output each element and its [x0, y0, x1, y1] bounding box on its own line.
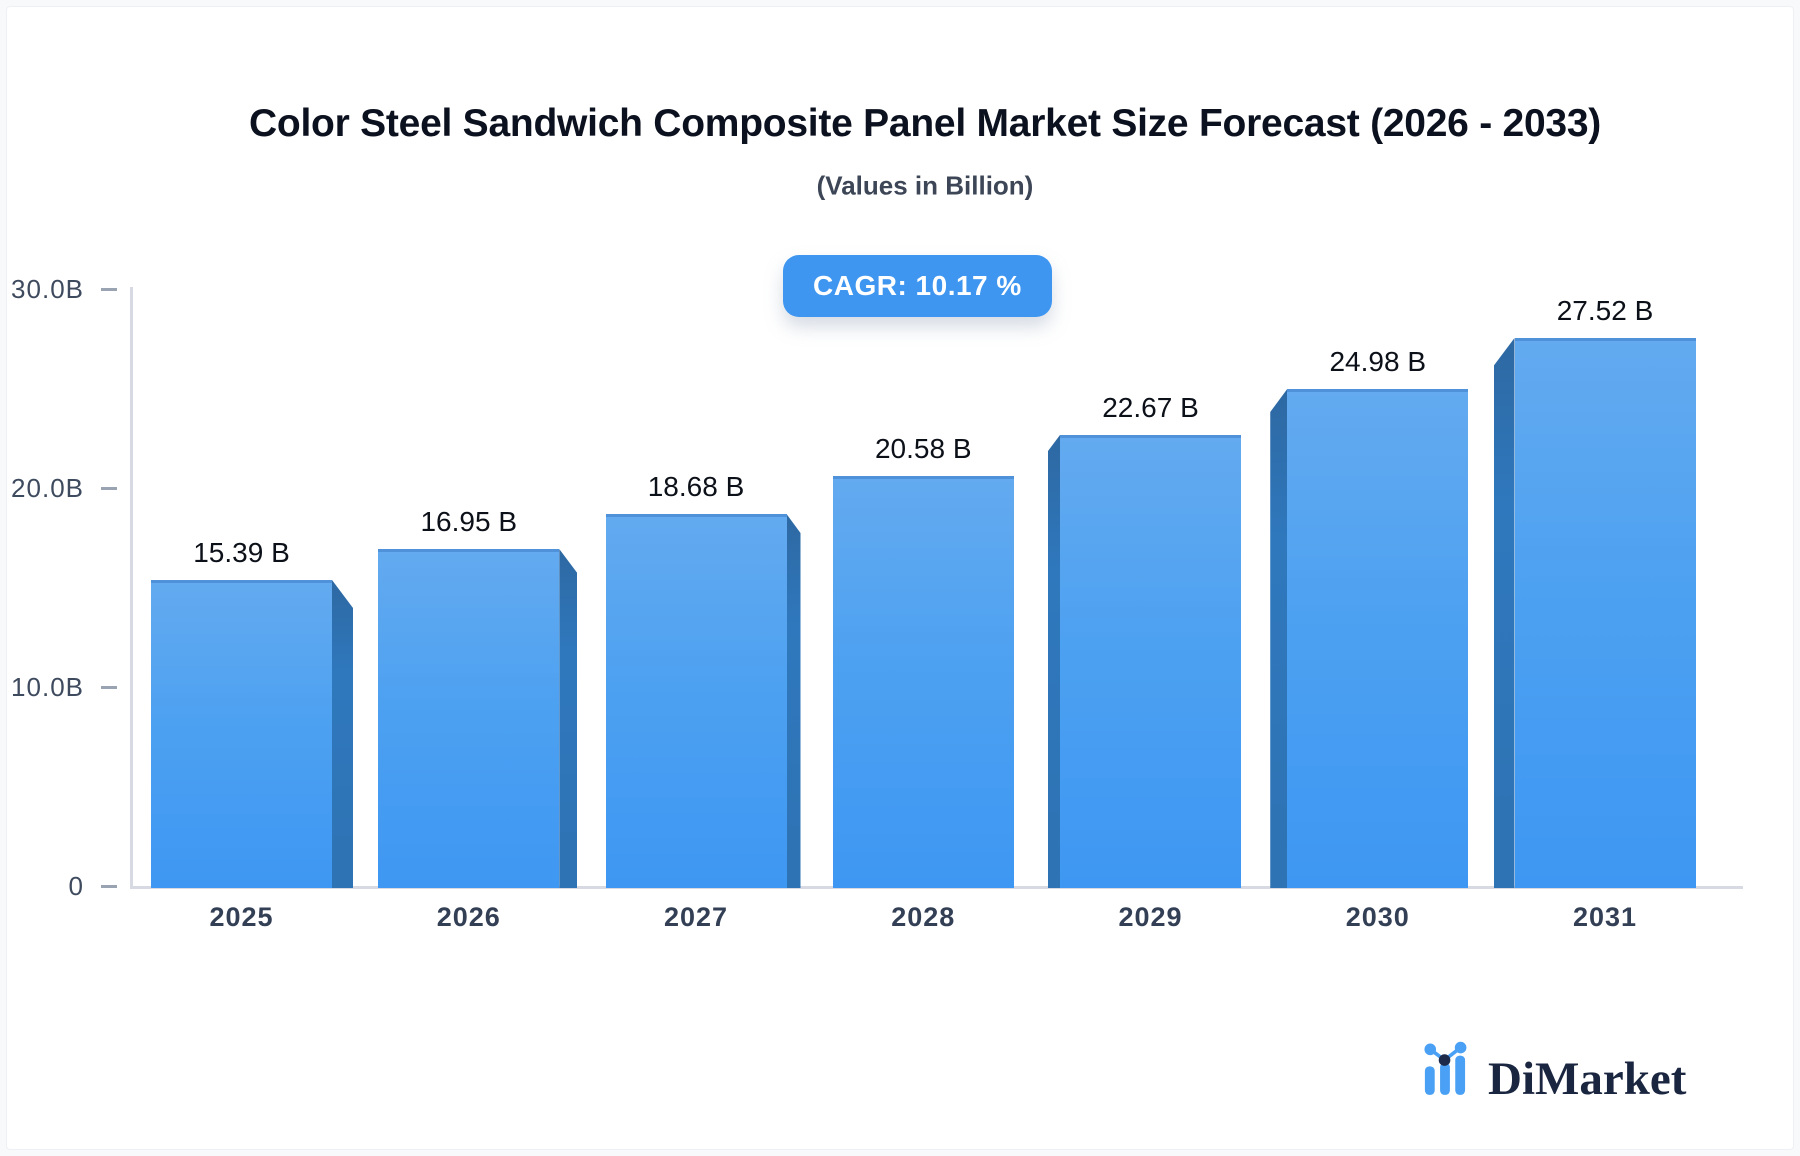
bar	[832, 476, 1014, 888]
bar-side-face	[1270, 389, 1288, 888]
y-tick-label: 0	[68, 871, 84, 901]
bar	[1287, 389, 1469, 888]
bar-value-label: 20.58 B	[874, 433, 972, 464]
brand-logo-text: DiMarket	[1488, 1053, 1687, 1105]
bar	[1514, 338, 1696, 888]
x-tick-label: 2028	[891, 902, 956, 932]
bar-side-face	[786, 514, 801, 888]
y-tick-mark	[101, 288, 117, 291]
y-tick-mark	[101, 487, 117, 490]
chart-subtitle: (Values in Billion)	[816, 170, 1034, 201]
logo-dot-right	[1454, 1041, 1467, 1054]
x-tick-label: 2031	[1572, 902, 1638, 932]
y-axis-line	[130, 287, 133, 889]
bar-side-face	[559, 549, 578, 888]
x-tick-label: 2029	[1118, 902, 1183, 932]
y-tick-mark	[101, 885, 117, 888]
bar-chart-line-logo-icon	[1424, 1041, 1467, 1095]
bar-value-label: 15.39 B	[193, 537, 290, 568]
bar	[378, 549, 560, 888]
brand-logo: DiMarket	[1424, 1038, 1687, 1105]
bar-value-label: 22.67 B	[1102, 392, 1199, 423]
bar-side-face	[332, 580, 353, 888]
bar-value-label: 24.98 B	[1329, 346, 1427, 377]
logo-dot-middle	[1438, 1054, 1451, 1066]
bar	[605, 514, 787, 888]
y-tick-label: 30.0B	[11, 274, 84, 304]
cagr-badge-label: CAGR: 10.17 %	[813, 270, 1022, 301]
bar-side-face	[1048, 435, 1060, 888]
bar-value-label: 27.52 B	[1556, 295, 1654, 326]
y-tick-mark	[101, 686, 117, 689]
x-tick-label: 2025	[209, 902, 274, 932]
logo-dot-left	[1424, 1043, 1437, 1056]
y-tick-label: 20.0B	[11, 473, 84, 503]
bar-value-label: 16.95 B	[420, 506, 518, 537]
bar	[151, 580, 332, 888]
x-tick-label: 2027	[663, 902, 729, 932]
cagr-badge: CAGR: 10.17 %	[783, 255, 1052, 317]
bar	[1060, 435, 1241, 888]
y-tick-label: 10.0B	[11, 672, 84, 702]
x-tick-label: 2026	[436, 902, 501, 932]
chart-title: Color Steel Sandwich Composite Panel Mar…	[248, 102, 1602, 145]
bar-side-face	[1493, 338, 1515, 888]
x-tick-label: 2030	[1345, 902, 1410, 932]
bar-value-label: 18.68 B	[647, 471, 745, 502]
